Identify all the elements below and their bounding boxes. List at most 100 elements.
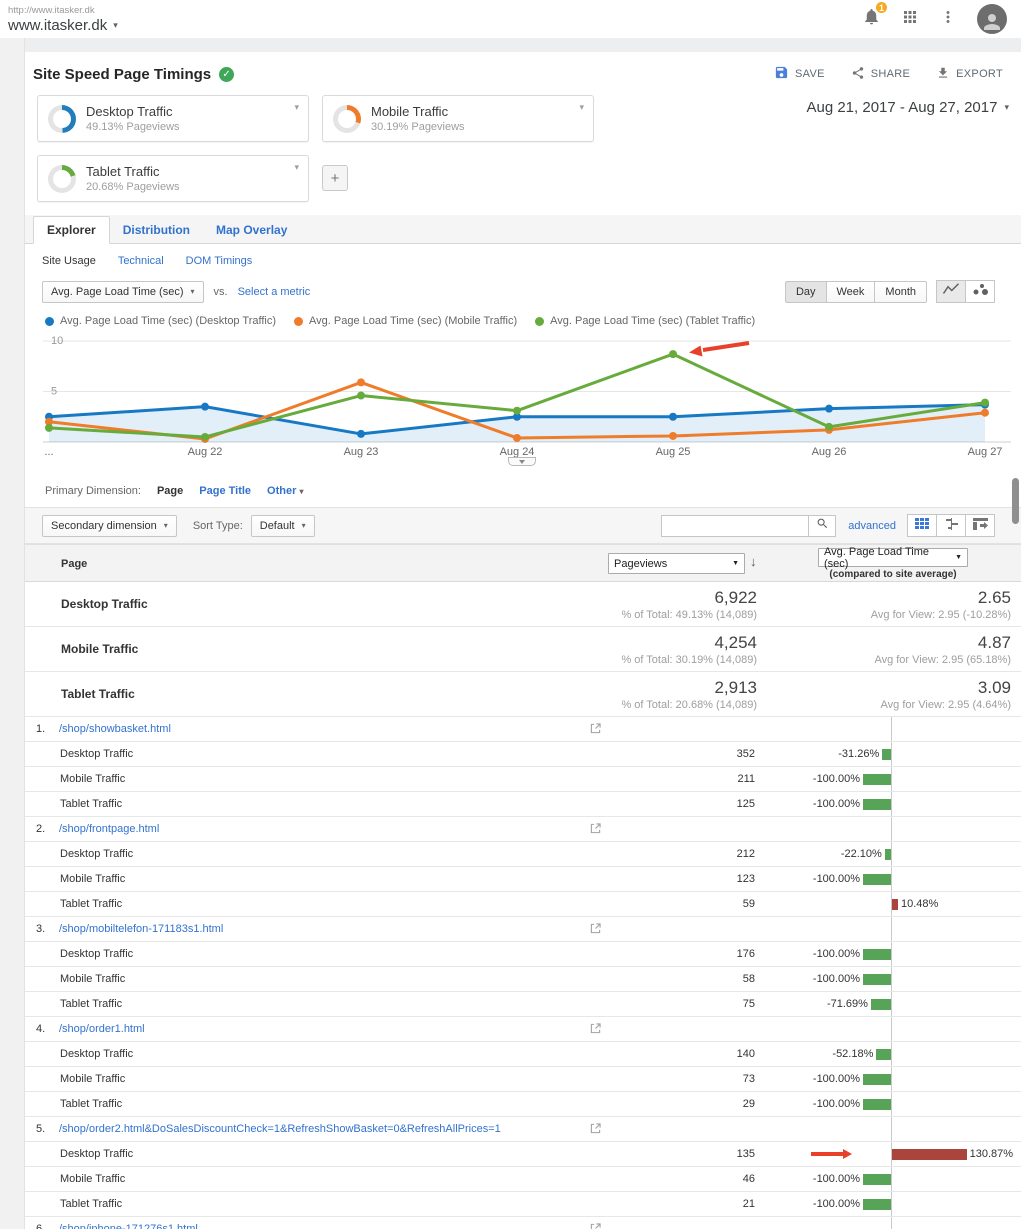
chevron-down-icon[interactable]: ▾ (294, 162, 299, 172)
content-shell: Site Speed Page Timings ✓ SAVE SHARE EXP… (0, 38, 1021, 1229)
page-link[interactable]: /shop/frontpage.html (59, 823, 160, 835)
pageviews-value: 212 (736, 848, 755, 860)
subtab-dom-timings[interactable]: DOM Timings (185, 255, 253, 267)
export-icon (936, 66, 950, 83)
negative-delta: -22.10% (841, 848, 891, 860)
bar-axis-line (891, 1117, 892, 1141)
dimension-other[interactable]: Other ▾ (267, 485, 303, 497)
summary-row: Tablet Traffic 2,913 % of Total: 20.68% … (25, 672, 1021, 717)
sort-descending-icon[interactable]: ↓ (750, 554, 757, 569)
search-button[interactable] (809, 514, 837, 537)
svg-text:10: 10 (51, 335, 63, 347)
negative-delta: -100.00% (813, 873, 891, 885)
dimension-other-label: Other (267, 485, 297, 497)
subtab-site-usage[interactable]: Site Usage (42, 255, 96, 267)
pageviews-cell (604, 1017, 765, 1041)
tab-distribution[interactable]: Distribution (122, 223, 191, 237)
chart-canvas: 5 10... Aug 22 Aug 23 Aug 24 Aug 25 Aug 26 Aug … (43, 335, 1011, 458)
delta-percent-label: -100.00% (812, 948, 860, 960)
pageviews-column-dropdown[interactable]: Pageviews ▼ (608, 553, 745, 574)
segment-entry-label: Desktop Traffic (60, 748, 134, 760)
dimension-page[interactable]: Page (156, 485, 184, 497)
open-page-icon[interactable] (590, 723, 601, 737)
advanced-search-link[interactable]: advanced (848, 519, 896, 532)
timeline-scrubber-handle[interactable] (508, 457, 536, 466)
date-range-selector[interactable]: Aug 21, 2017 - Aug 27, 2017 ▾ (806, 95, 1009, 116)
account-selector[interactable]: www.itasker.dk ▾ (8, 17, 118, 34)
open-page-icon[interactable] (590, 923, 601, 937)
pivot-view-button[interactable] (965, 514, 995, 537)
vertical-scrollbar-thumb[interactable] (1012, 478, 1019, 524)
primary-dimension-label: Primary Dimension: (45, 485, 141, 497)
export-button[interactable]: EXPORT (936, 66, 1003, 83)
metric-column-dropdown[interactable]: Avg. Page Load Time (sec) ▼ (818, 546, 968, 570)
bar-axis-line (891, 1142, 892, 1166)
sort-type-dropdown[interactable]: Default ▾ (250, 514, 315, 537)
motion-chart-view-button[interactable] (965, 280, 995, 303)
page-link[interactable]: /shop/order1.html (59, 1023, 145, 1035)
segment-entry-label: Tablet Traffic (60, 798, 123, 810)
sort-type-value: Default (259, 519, 295, 532)
pageviews-value: 75 (742, 998, 755, 1010)
granularity-month-button[interactable]: Month (874, 280, 927, 303)
metric-dropdown[interactable]: Avg. Page Load Time (sec) ▾ (42, 280, 204, 303)
chevron-down-icon[interactable]: ▾ (579, 102, 584, 112)
delta-bar (863, 1098, 891, 1110)
save-button[interactable]: SAVE (774, 65, 825, 83)
page-link[interactable]: /shop/mobiltelefon-171183s1.html (59, 923, 224, 935)
granularity-week-button[interactable]: Week (825, 280, 876, 303)
delta-percent-label: -31.26% (838, 748, 880, 760)
delta-bar (863, 973, 891, 985)
segment-donut-icon (333, 104, 361, 133)
overflow-menu-button[interactable] (939, 8, 957, 31)
select-metric-link[interactable]: Select a metric (237, 285, 311, 298)
dimension-page-title[interactable]: Page Title (199, 485, 252, 497)
data-table-view-button[interactable] (907, 514, 937, 537)
segment-detail: 49.13% Pageviews (86, 121, 180, 133)
segment-card-mobile[interactable]: Mobile Traffic 30.19% Pageviews ▾ (322, 95, 594, 142)
timeseries-chart: 5 10... Aug 22 Aug 23 Aug 24 Aug 25 Aug 26 Aug … (25, 331, 1021, 473)
apps-grid-button[interactable] (901, 8, 919, 31)
comparison-view-button[interactable] (936, 514, 966, 537)
secondary-dimension-dropdown[interactable]: Secondary dimension ▾ (42, 514, 177, 537)
positive-delta: 10.48% (892, 898, 938, 910)
page-link[interactable]: /shop/iphone-171276s1.html (59, 1223, 198, 1229)
avatar[interactable] (977, 4, 1007, 34)
pageviews-value: 73 (742, 1073, 755, 1085)
page-link[interactable]: /shop/order2.html&DoSalesDiscountCheck=1… (59, 1123, 501, 1135)
open-page-icon[interactable] (590, 1123, 601, 1137)
metric-bar: Avg. Page Load Time (sec) ▾ vs. Select a… (25, 276, 1021, 305)
search-input[interactable] (661, 514, 810, 537)
segment-entry-row: Desktop Traffic 352 -31.26% (25, 742, 1021, 767)
line-chart-view-button[interactable] (936, 280, 966, 303)
tab-explorer[interactable]: Explorer (33, 216, 110, 244)
collapsed-sidebar[interactable] (0, 38, 25, 1229)
topbar: http://www.itasker.dk www.itasker.dk ▾ 1 (0, 0, 1021, 38)
open-page-icon[interactable] (590, 1223, 601, 1229)
delta-percent-label: -100.00% (812, 1198, 860, 1210)
open-page-icon[interactable] (590, 823, 601, 837)
granularity-toggle: Day Week Month (784, 280, 927, 303)
delta-bar-cell: 10.48% (765, 892, 1021, 916)
pageviews-value: 352 (736, 748, 755, 760)
row-number: 2. (36, 823, 46, 835)
page-link[interactable]: /shop/showbasket.html (59, 723, 171, 735)
subtab-technical[interactable]: Technical (117, 255, 164, 267)
open-page-icon[interactable] (590, 1023, 601, 1037)
summary-pageviews-subtext: % of Total: 20.68% (14,089) (621, 698, 757, 711)
segment-card-tablet[interactable]: Tablet Traffic 20.68% Pageviews ▾ (37, 155, 309, 202)
notifications-button[interactable]: 1 (862, 0, 889, 31)
delta-percent-label: -100.00% (812, 1098, 860, 1110)
segment-card-desktop[interactable]: Desktop Traffic 49.13% Pageviews ▾ (37, 95, 309, 142)
svg-text:Aug 27: Aug 27 (968, 446, 1003, 458)
red-arrow-annotation (811, 1149, 852, 1159)
add-segment-button[interactable]: + (322, 165, 348, 191)
share-button[interactable]: SHARE (851, 66, 910, 83)
summary-segment-label: Tablet Traffic (61, 687, 135, 701)
export-label: EXPORT (956, 68, 1003, 80)
tab-map-overlay[interactable]: Map Overlay (216, 223, 288, 237)
chevron-down-icon: ▾ (301, 521, 306, 530)
granularity-day-button[interactable]: Day (784, 280, 827, 303)
chevron-down-icon[interactable]: ▾ (294, 102, 299, 112)
bar-axis-line (891, 1192, 892, 1216)
